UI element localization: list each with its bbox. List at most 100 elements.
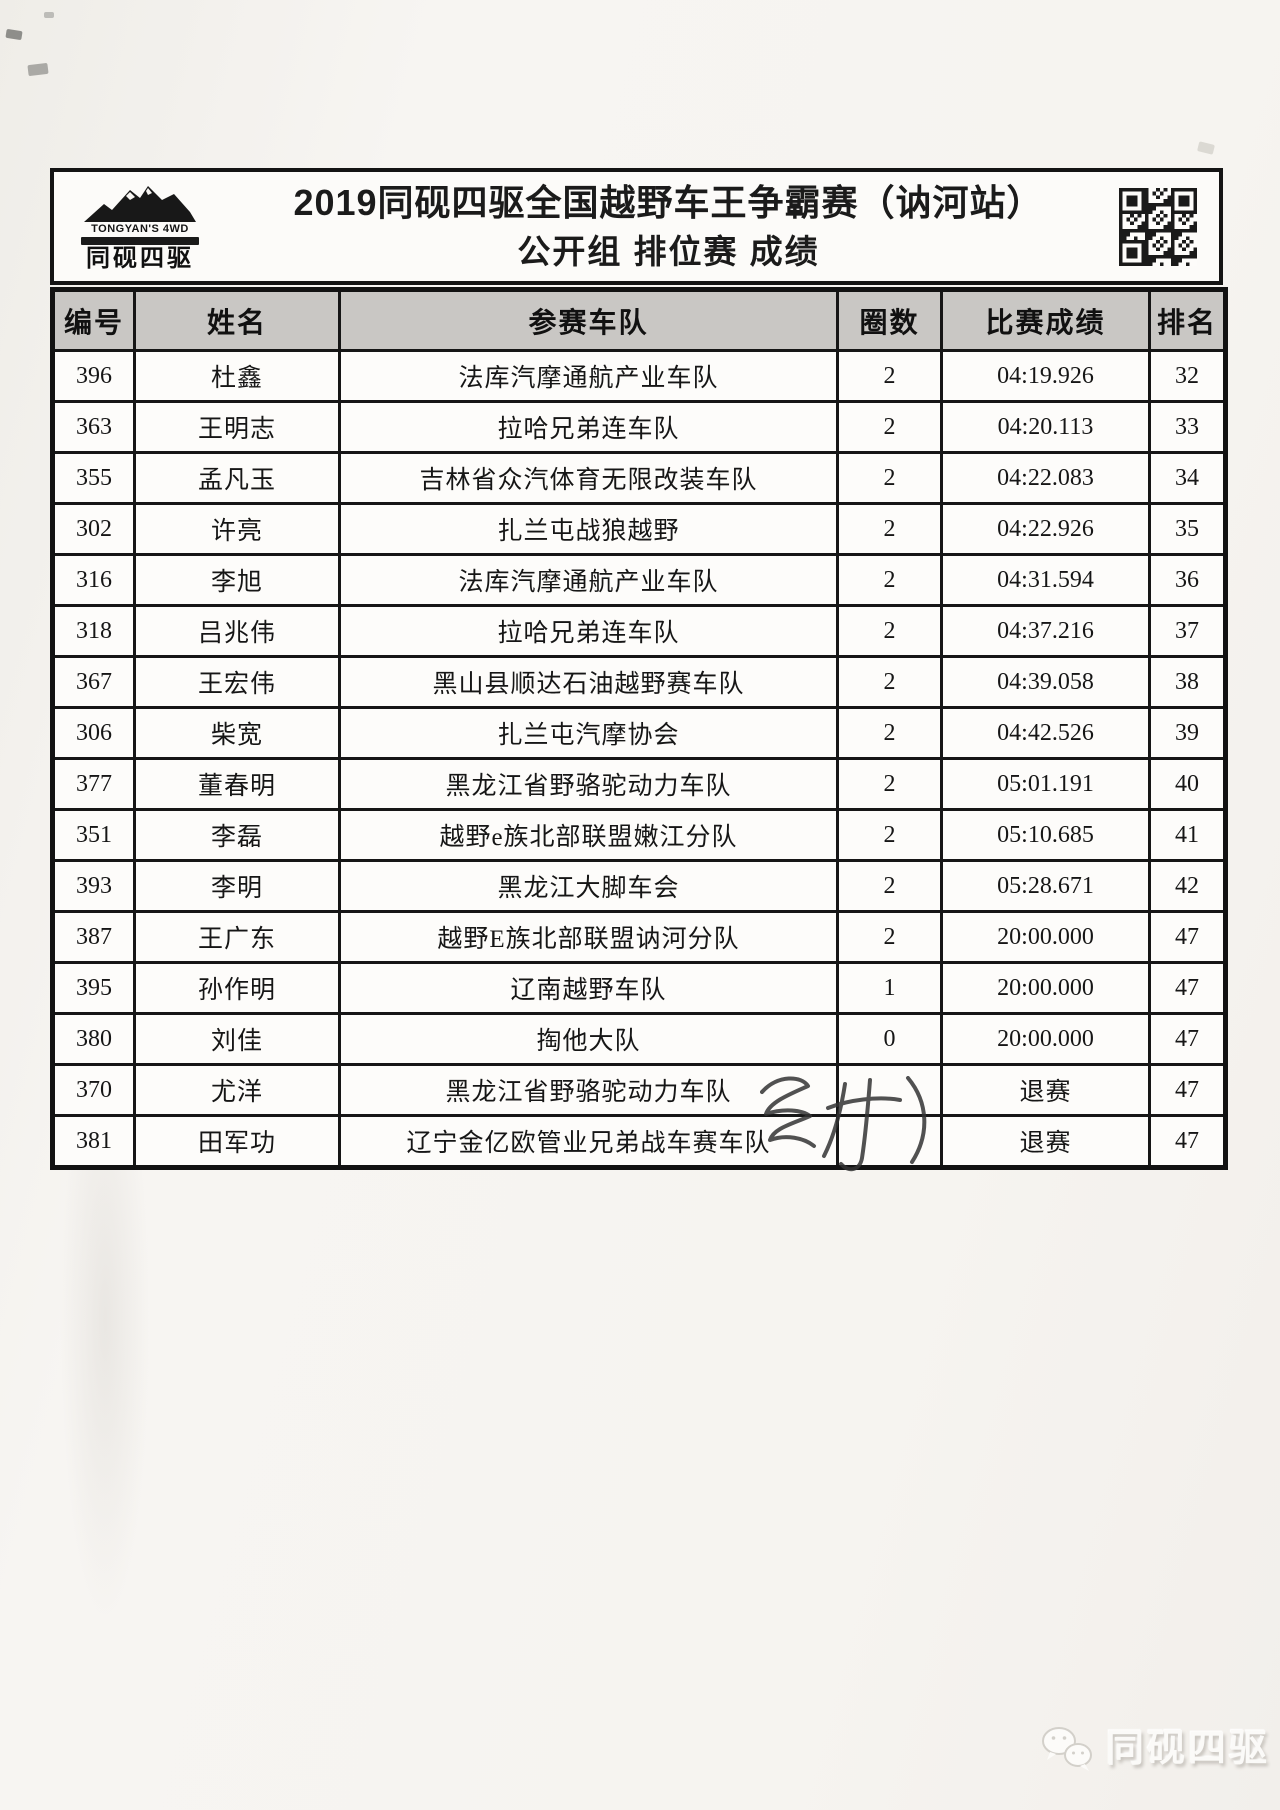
cell-rank: 38 bbox=[1148, 655, 1227, 709]
cell-number: 377 bbox=[51, 757, 136, 811]
cell-rank: 47 bbox=[1148, 1114, 1227, 1169]
column-header-name: 姓名 bbox=[133, 288, 341, 352]
cell-number: 395 bbox=[51, 961, 136, 1015]
cell-result: 20:00.000 bbox=[940, 1012, 1151, 1066]
table-row: 377 董春明 黑龙江省野骆驼动力车队 2 05:01.191 40 bbox=[51, 757, 1227, 811]
cell-laps: 2 bbox=[836, 859, 943, 913]
cell-number: 380 bbox=[51, 1012, 136, 1066]
cell-result: 04:22.083 bbox=[940, 451, 1151, 505]
table-row: 318 吕兆伟 拉哈兄弟连车队 2 04:37.216 37 bbox=[51, 604, 1227, 658]
cell-laps: 2 bbox=[836, 400, 943, 454]
cell-result: 退赛 bbox=[940, 1114, 1151, 1169]
cell-team: 黑龙江省野骆驼动力车队 bbox=[338, 1063, 839, 1117]
cell-laps: 0 bbox=[836, 1012, 943, 1066]
scan-smudge bbox=[27, 62, 49, 77]
cell-number: 363 bbox=[51, 400, 136, 454]
logo-banner-bar bbox=[81, 237, 199, 245]
cell-name: 刘佳 bbox=[133, 1012, 341, 1066]
cell-rank: 47 bbox=[1148, 1063, 1227, 1117]
cell-number: 355 bbox=[51, 451, 136, 505]
cell-rank: 39 bbox=[1148, 706, 1227, 760]
table-row: 381 田军功 辽宁金亿欧管业兄弟战车赛车队 退赛 47 bbox=[51, 1114, 1227, 1169]
cell-name: 吕兆伟 bbox=[133, 604, 341, 658]
cell-laps: 2 bbox=[836, 604, 943, 658]
cell-team: 掏他大队 bbox=[338, 1012, 839, 1066]
table-row: 396 杜鑫 法库汽摩通航产业车队 2 04:19.926 32 bbox=[51, 349, 1227, 403]
cell-result: 20:00.000 bbox=[940, 961, 1151, 1015]
watermark: 同砚四驱 bbox=[1038, 1724, 1270, 1774]
cell-laps: 2 bbox=[836, 910, 943, 964]
table-row: 370 尤洋 黑龙江省野骆驼动力车队 退赛 47 bbox=[51, 1063, 1227, 1117]
cell-name: 孟凡玉 bbox=[133, 451, 341, 505]
table-row: 302 许亮 扎兰屯战狼越野 2 04:22.926 35 bbox=[51, 502, 1227, 556]
cell-team: 黑山县顺达石油越野赛车队 bbox=[338, 655, 839, 709]
table-row: 367 王宏伟 黑山县顺达石油越野赛车队 2 04:39.058 38 bbox=[51, 655, 1227, 709]
table-row: 351 李磊 越野e族北部联盟嫩江分队 2 05:10.685 41 bbox=[51, 808, 1227, 862]
tongyan-4wd-logo: TONGYAN'S 4WD 同砚四驱 bbox=[62, 182, 218, 271]
cell-team: 越野E族北部联盟讷河分队 bbox=[338, 910, 839, 964]
column-header-team: 参赛车队 bbox=[338, 288, 839, 352]
cell-team: 扎兰屯战狼越野 bbox=[338, 502, 839, 556]
cell-rank: 37 bbox=[1148, 604, 1227, 658]
scan-smudge bbox=[1197, 141, 1215, 155]
cell-rank: 40 bbox=[1148, 757, 1227, 811]
cell-result: 05:10.685 bbox=[940, 808, 1151, 862]
cell-number: 306 bbox=[51, 706, 136, 760]
cell-number: 370 bbox=[51, 1063, 136, 1117]
table-row: 387 王广东 越野E族北部联盟讷河分队 2 20:00.000 47 bbox=[51, 910, 1227, 964]
cell-result: 04:39.058 bbox=[940, 655, 1151, 709]
table-row: 306 柴宽 扎兰屯汽摩协会 2 04:42.526 39 bbox=[51, 706, 1227, 760]
cell-name: 许亮 bbox=[133, 502, 341, 556]
table-row: 395 孙作明 辽南越野车队 1 20:00.000 47 bbox=[51, 961, 1227, 1015]
cell-name: 田军功 bbox=[133, 1114, 341, 1169]
cell-team: 拉哈兄弟连车队 bbox=[338, 400, 839, 454]
cell-number: 367 bbox=[51, 655, 136, 709]
cell-name: 柴宽 bbox=[133, 706, 341, 760]
cell-rank: 47 bbox=[1148, 910, 1227, 964]
cell-team: 拉哈兄弟连车队 bbox=[338, 604, 839, 658]
scan-smudge bbox=[44, 12, 54, 18]
cell-number: 396 bbox=[51, 349, 136, 403]
cell-name: 李磊 bbox=[133, 808, 341, 862]
cell-result: 04:42.526 bbox=[940, 706, 1151, 760]
cell-laps: 2 bbox=[836, 349, 943, 403]
cell-laps: 1 bbox=[836, 961, 943, 1015]
cell-team: 扎兰屯汽摩协会 bbox=[338, 706, 839, 760]
cell-rank: 41 bbox=[1148, 808, 1227, 862]
cell-number: 318 bbox=[51, 604, 136, 658]
cell-result: 04:19.926 bbox=[940, 349, 1151, 403]
cell-team: 辽宁金亿欧管业兄弟战车赛车队 bbox=[338, 1114, 839, 1169]
table-row: 380 刘佳 掏他大队 0 20:00.000 47 bbox=[51, 1012, 1227, 1066]
cell-name: 董春明 bbox=[133, 757, 341, 811]
cell-rank: 32 bbox=[1148, 349, 1227, 403]
cell-laps bbox=[836, 1063, 943, 1117]
logo-brand-cn: 同砚四驱 bbox=[86, 245, 194, 272]
cell-result: 05:28.671 bbox=[940, 859, 1151, 913]
title-block: 2019同砚四驱全国越野车王争霸赛（讷河站） 公开组 排位赛 成绩 bbox=[218, 180, 1119, 272]
cell-team: 越野e族北部联盟嫩江分队 bbox=[338, 808, 839, 862]
wechat-icon bbox=[1042, 1727, 1092, 1771]
scan-smudge bbox=[5, 28, 23, 41]
logo-brand-en: TONGYAN'S 4WD bbox=[91, 223, 189, 235]
cell-laps: 2 bbox=[836, 757, 943, 811]
cell-result: 04:31.594 bbox=[940, 553, 1151, 607]
table-row: 355 孟凡玉 吉林省众汽体育无限改装车队 2 04:22.083 34 bbox=[51, 451, 1227, 505]
table-row: 363 王明志 拉哈兄弟连车队 2 04:20.113 33 bbox=[51, 400, 1227, 454]
cell-rank: 47 bbox=[1148, 961, 1227, 1015]
results-table: 编号 姓名 参赛车队 圈数 比赛成绩 排名 396 杜鑫 法库汽摩通航产业车队 2 04:19.9… bbox=[50, 287, 1228, 1170]
cell-laps: 2 bbox=[836, 655, 943, 709]
column-header-number: 编号 bbox=[51, 288, 136, 352]
page-subtitle: 公开组 排位赛 成绩 bbox=[517, 233, 820, 271]
column-header-rank: 排名 bbox=[1148, 288, 1227, 352]
cell-rank: 33 bbox=[1148, 400, 1227, 454]
cell-team: 辽南越野车队 bbox=[338, 961, 839, 1015]
results-table-head: 编号 姓名 参赛车队 圈数 比赛成绩 排名 bbox=[51, 288, 1227, 352]
cell-number: 393 bbox=[51, 859, 136, 913]
cell-rank: 36 bbox=[1148, 553, 1227, 607]
cell-laps: 2 bbox=[836, 553, 943, 607]
page-title: 2019同砚四驱全国越野车王争霸赛（讷河站） bbox=[293, 182, 1044, 224]
table-row: 393 李明 黑龙江大脚车会 2 05:28.671 42 bbox=[51, 859, 1227, 913]
cell-number: 387 bbox=[51, 910, 136, 964]
results-table-body: 396 杜鑫 法库汽摩通航产业车队 2 04:19.926 32 363 王明志 拉哈兄弟连车队… bbox=[51, 349, 1227, 1169]
cell-name: 李旭 bbox=[133, 553, 341, 607]
